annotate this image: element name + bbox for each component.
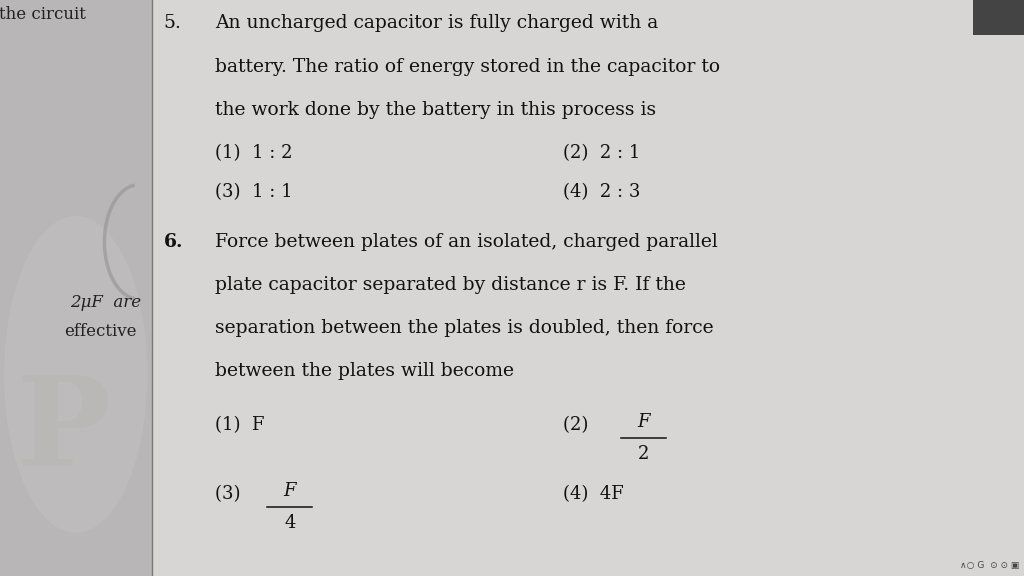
Text: the circuit: the circuit: [0, 6, 86, 23]
Ellipse shape: [4, 216, 147, 533]
Text: P: P: [16, 372, 111, 492]
Text: plate capacitor separated by distance r is F. If the: plate capacitor separated by distance r …: [215, 276, 686, 294]
Bar: [973, 0, 1024, 35]
Text: (2): (2): [563, 416, 600, 434]
Text: 4: 4: [284, 514, 296, 532]
Bar: [0, 0, 152, 576]
Text: (2)  2 : 1: (2) 2 : 1: [563, 144, 641, 162]
Text: 5.: 5.: [164, 14, 181, 32]
Text: (1)  1 : 2: (1) 1 : 2: [215, 144, 293, 162]
Text: An uncharged capacitor is fully charged with a: An uncharged capacitor is fully charged …: [215, 14, 658, 32]
Text: 2: 2: [637, 445, 649, 463]
Text: effective: effective: [65, 323, 137, 340]
Text: (4)  2 : 3: (4) 2 : 3: [563, 183, 641, 201]
Text: F: F: [637, 413, 649, 431]
Text: (3)  1 : 1: (3) 1 : 1: [215, 183, 293, 201]
Text: the work done by the battery in this process is: the work done by the battery in this pro…: [215, 101, 656, 119]
Text: 6.: 6.: [164, 233, 183, 251]
Text: between the plates will become: between the plates will become: [215, 362, 514, 380]
Text: F: F: [284, 482, 296, 500]
Text: (4)  4F: (4) 4F: [563, 485, 624, 503]
Text: 2μF  are: 2μF are: [70, 294, 140, 311]
Text: (3): (3): [215, 485, 252, 503]
Text: Force between plates of an isolated, charged parallel: Force between plates of an isolated, cha…: [215, 233, 718, 251]
Text: battery. The ratio of energy stored in the capacitor to: battery. The ratio of energy stored in t…: [215, 58, 720, 75]
Text: separation between the plates is doubled, then force: separation between the plates is doubled…: [215, 319, 714, 337]
Bar: [152, 0, 1024, 576]
Text: ∧○ G  ⊙ ⊙ ▣: ∧○ G ⊙ ⊙ ▣: [959, 561, 1019, 570]
Text: (1)  F: (1) F: [215, 416, 264, 434]
